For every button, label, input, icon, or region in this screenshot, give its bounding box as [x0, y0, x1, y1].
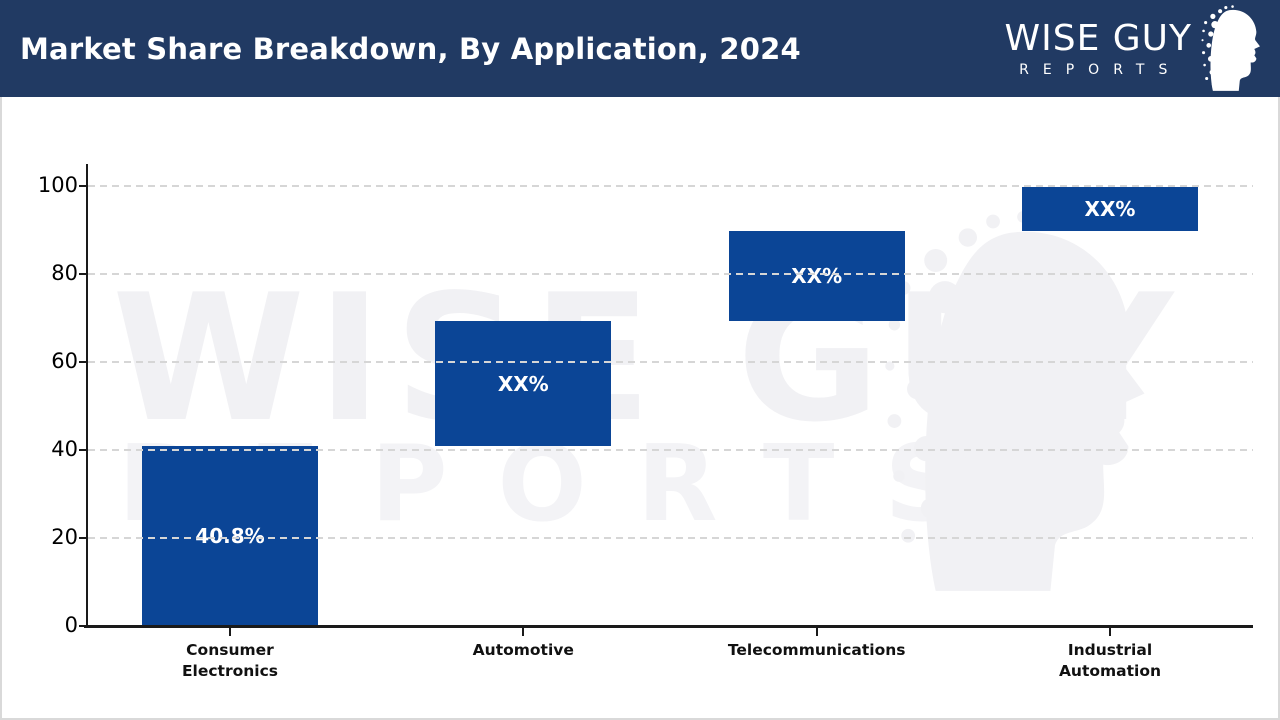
bar-value-label: XX%: [497, 371, 549, 396]
gridline: [88, 273, 1253, 275]
bar-value-label: XX%: [1084, 196, 1136, 221]
y-tick: [79, 449, 86, 451]
y-tick: [79, 185, 86, 187]
x-axis-spine: [84, 625, 1253, 628]
y-tick-label: 40: [51, 437, 78, 461]
x-category-label: Consumer Electronics: [181, 641, 279, 680]
bar: XX%: [1022, 186, 1198, 231]
gridline: [88, 449, 1253, 451]
brand-text: WISE GUY REPORTS: [1004, 17, 1193, 78]
y-tick: [79, 273, 86, 275]
x-tick: [522, 628, 525, 636]
y-tick-label: 20: [51, 525, 78, 549]
y-tick: [79, 625, 86, 627]
y-tick-label: 80: [51, 261, 78, 285]
header: Market Share Breakdown, By Application, …: [0, 0, 1280, 97]
bar-value-label: XX%: [791, 263, 843, 288]
x-category-label: Industrial Automation: [1058, 641, 1162, 680]
bar: XX%: [728, 230, 905, 322]
y-tick-label: 100: [37, 173, 78, 197]
bar: XX%: [435, 321, 612, 447]
x-category-label: Telecommunications: [727, 641, 906, 659]
brand-logo: WISE GUY REPORTS: [1004, 4, 1280, 93]
y-tick-label: 60: [51, 349, 78, 373]
y-tick: [79, 537, 86, 539]
y-tick-label: 0: [64, 613, 78, 637]
x-tick: [229, 628, 231, 636]
x-category-label: Automotive: [472, 641, 574, 659]
x-tick: [815, 628, 818, 636]
y-axis-spine: [86, 164, 88, 628]
gridline: [88, 185, 1253, 187]
gridline: [88, 537, 1253, 539]
brand-name: WISE GUY: [1004, 17, 1192, 59]
y-tick: [79, 361, 86, 363]
page-title: Market Share Breakdown, By Application, …: [20, 31, 801, 66]
x-tick: [1109, 628, 1111, 636]
bar-value-label: 40.8%: [195, 524, 265, 549]
gridline: [88, 361, 1253, 363]
brand-face-icon: [1201, 4, 1260, 91]
brand-tagline: REPORTS: [1019, 61, 1182, 78]
bar: 40.8%: [142, 446, 318, 626]
